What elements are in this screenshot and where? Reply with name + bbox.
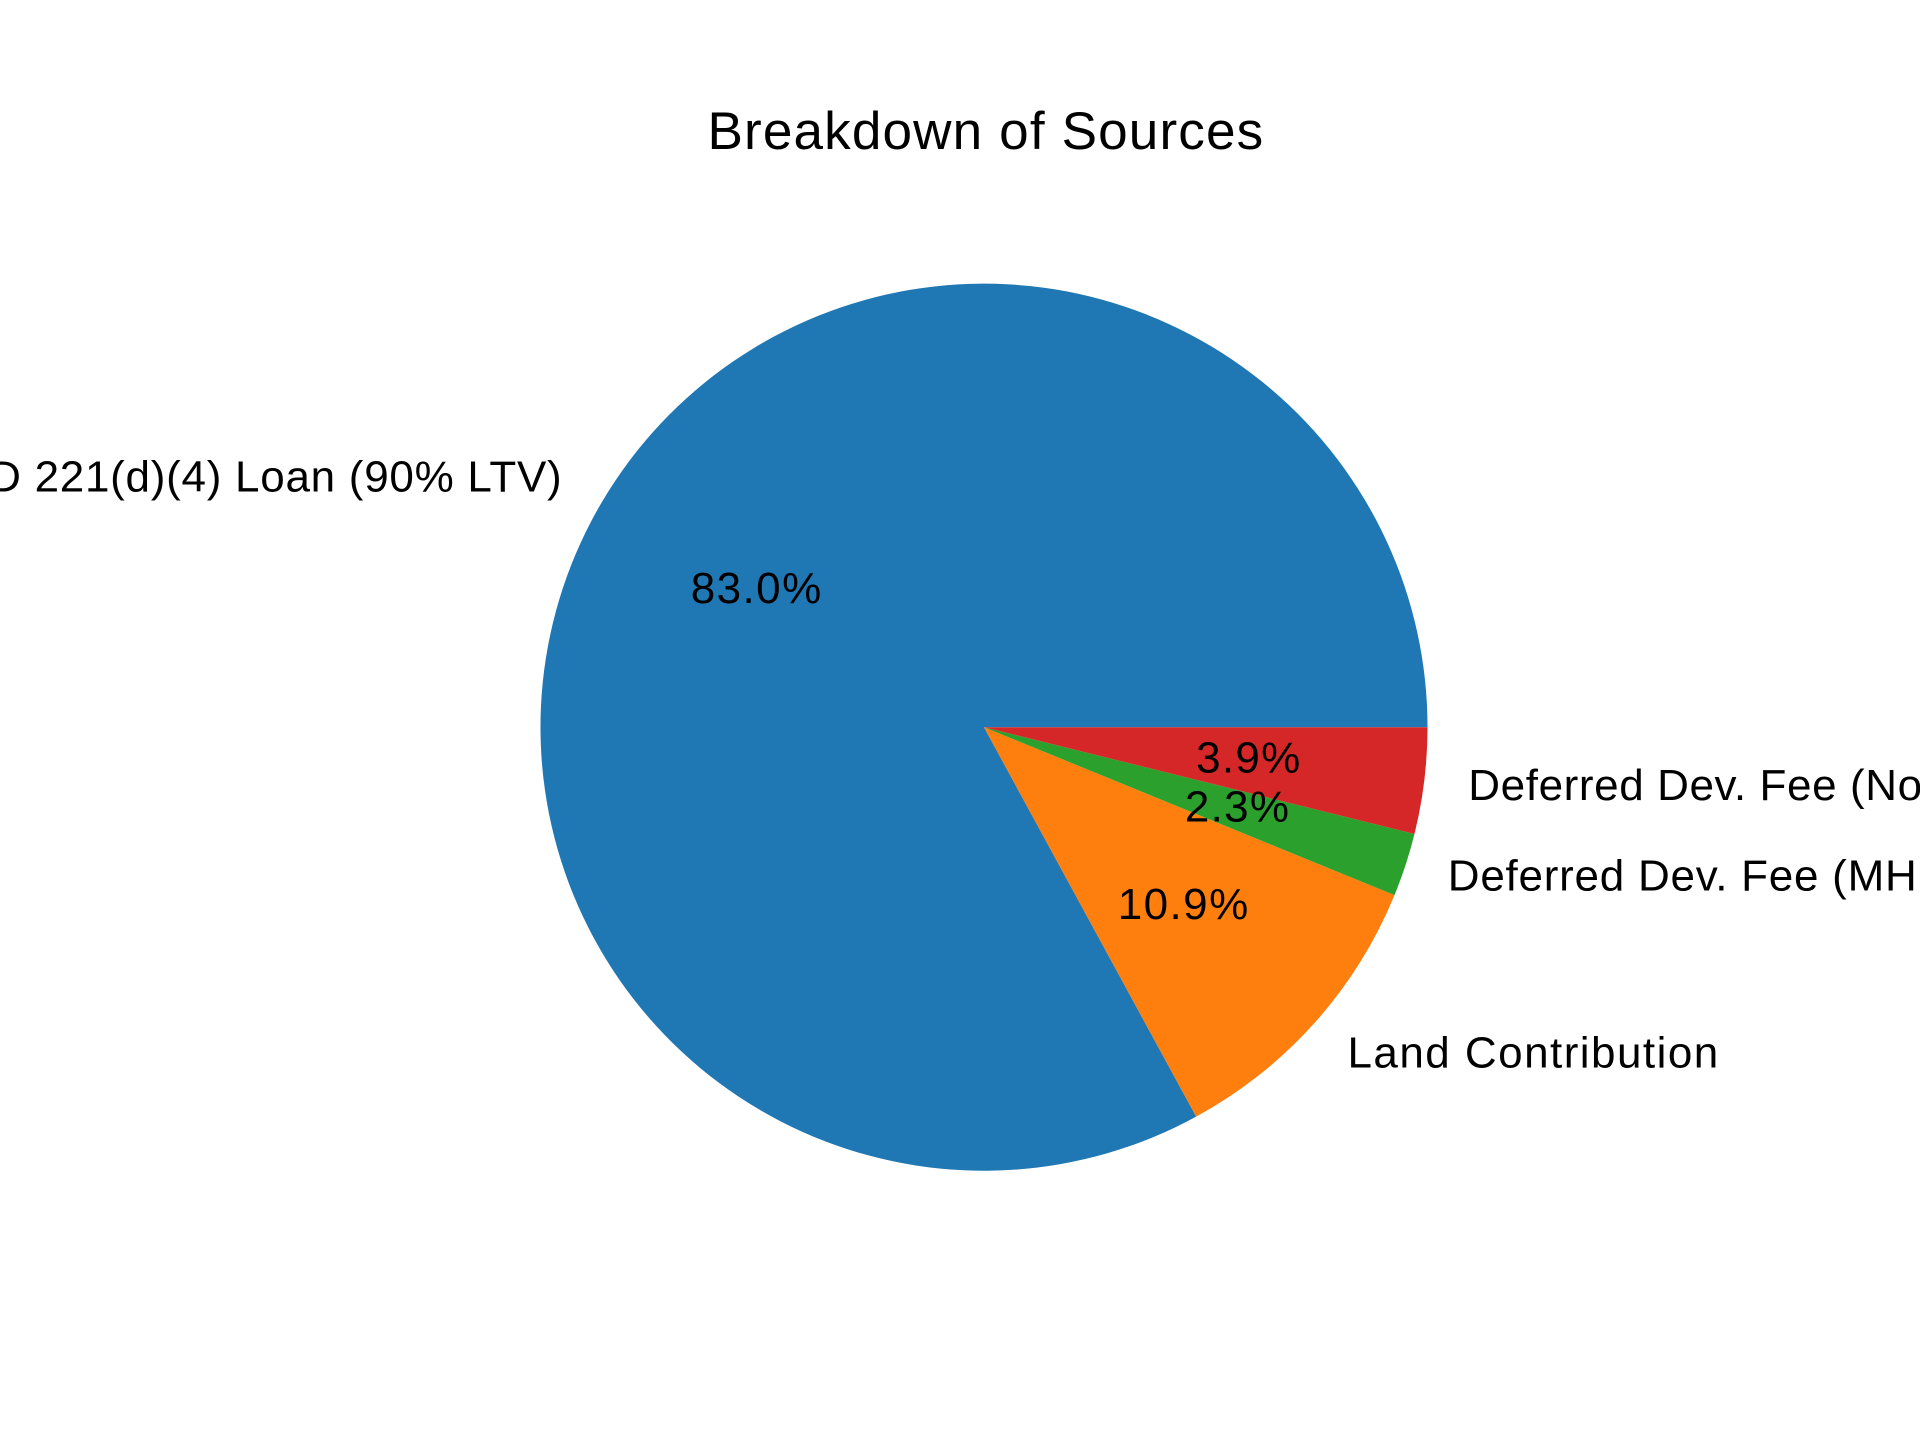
svg-text:83.0%: 83.0% bbox=[691, 564, 823, 613]
svg-text:Land Contribution: Land Contribution bbox=[1348, 1029, 1720, 1078]
svg-text:2.3%: 2.3% bbox=[1185, 782, 1290, 831]
svg-text:HUD 221(d)(4) Loan (90% LTV): HUD 221(d)(4) Loan (90% LTV) bbox=[0, 452, 562, 501]
svg-text:3.9%: 3.9% bbox=[1196, 734, 1301, 783]
svg-text:Deferred Dev. Fee (MHDC): Deferred Dev. Fee (MHDC) bbox=[1448, 851, 1920, 900]
svg-text:Deferred Dev. Fee (Non-MHDC): Deferred Dev. Fee (Non-MHDC) bbox=[1468, 761, 1920, 810]
svg-text:10.9%: 10.9% bbox=[1118, 880, 1250, 929]
svg-text:Breakdown of Sources: Breakdown of Sources bbox=[708, 102, 1265, 161]
